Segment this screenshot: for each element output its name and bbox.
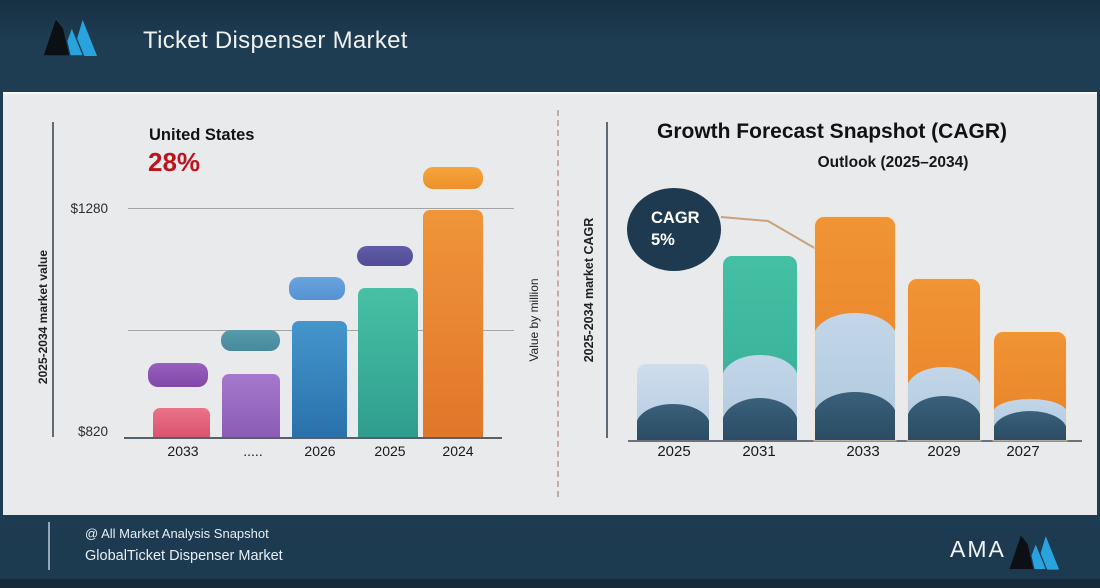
right-chart-title: Growth Forecast Snapshot (CAGR)	[656, 120, 1008, 143]
left-xlabel-5: 2024	[442, 443, 474, 459]
left-xlabel-2: .....	[243, 443, 263, 459]
segment-navy	[908, 396, 980, 440]
bar-2033-cap	[148, 363, 208, 387]
panel-divider	[557, 110, 559, 497]
right-xlabel-4: 2029	[927, 443, 961, 460]
bar-2024-cap	[423, 167, 483, 189]
left-chart-annotation: 28%	[148, 147, 201, 177]
bar-2024	[423, 210, 483, 437]
footer: @ All Market Analysis Snapshot GlobalTic…	[0, 515, 1100, 588]
callout-connector-line	[720, 216, 819, 251]
right-xlabel-3: 2033	[846, 443, 880, 460]
segment-navy	[994, 411, 1066, 440]
stacked-bar-2031	[723, 256, 797, 440]
segment-navy	[815, 392, 895, 440]
right-y-axis	[606, 122, 608, 438]
page-title: Ticket Dispenser Market	[143, 27, 408, 54]
bar-2026	[292, 321, 347, 437]
header: Ticket Dispenser Market	[0, 0, 1100, 92]
left-chart-title: United States	[149, 126, 255, 144]
bar-dots-cap	[221, 330, 280, 351]
footer-bottom-strip	[0, 579, 1100, 588]
right-xlabel-1: 2025	[657, 443, 691, 460]
segment-navy	[637, 404, 709, 440]
bar-2026-cap	[289, 277, 345, 300]
stacked-bar-2025	[637, 364, 709, 440]
bar-2025-cap	[357, 246, 413, 266]
left-ytick-bottom: $820	[77, 424, 108, 439]
bar-2033	[153, 408, 210, 437]
right-x-axis	[628, 440, 1082, 442]
footer-source-line: @ All Market Analysis Snapshot	[85, 526, 269, 541]
left-xlabel-3: 2026	[304, 443, 336, 459]
cagr-callout-line2: 5%	[651, 230, 675, 249]
footer-divider-line	[48, 522, 50, 570]
bar-2025	[358, 288, 418, 437]
right-xlabel-2: 2031	[742, 443, 776, 460]
right-xlabel-5: 2027	[1006, 443, 1040, 460]
left-ytick-top: $1280	[70, 201, 108, 216]
left-xlabel-1: 2033	[167, 443, 199, 459]
left-x-axis	[124, 437, 502, 439]
footer-brand-text: AMA	[950, 536, 1006, 562]
right-chart-subtitle: Outlook (2025–2034)	[817, 154, 969, 171]
ama-logo-icon	[42, 16, 98, 57]
cagr-callout-badge: CAGR 5%	[627, 188, 721, 271]
stacked-bar-2027	[994, 332, 1066, 440]
left-y-axis-title: 2025-2034 market value	[36, 249, 50, 385]
stacked-bar-2033	[815, 217, 895, 440]
bar-dots	[222, 374, 280, 437]
ama-logo-icon-footer	[1008, 533, 1060, 571]
left-gridline-1280	[128, 208, 514, 209]
stacked-bar-2029	[908, 279, 980, 440]
cagr-callout-line1: CAGR	[651, 209, 700, 228]
left-right-axis-title: Value by million	[527, 278, 541, 362]
left-y-axis	[52, 122, 54, 437]
footer-report-line: GlobalTicket Dispenser Market	[85, 548, 283, 564]
left-xlabel-4: 2025	[374, 443, 406, 459]
segment-navy	[723, 398, 797, 440]
right-y-axis-title: 2025-2034 market CAGR	[582, 217, 596, 363]
